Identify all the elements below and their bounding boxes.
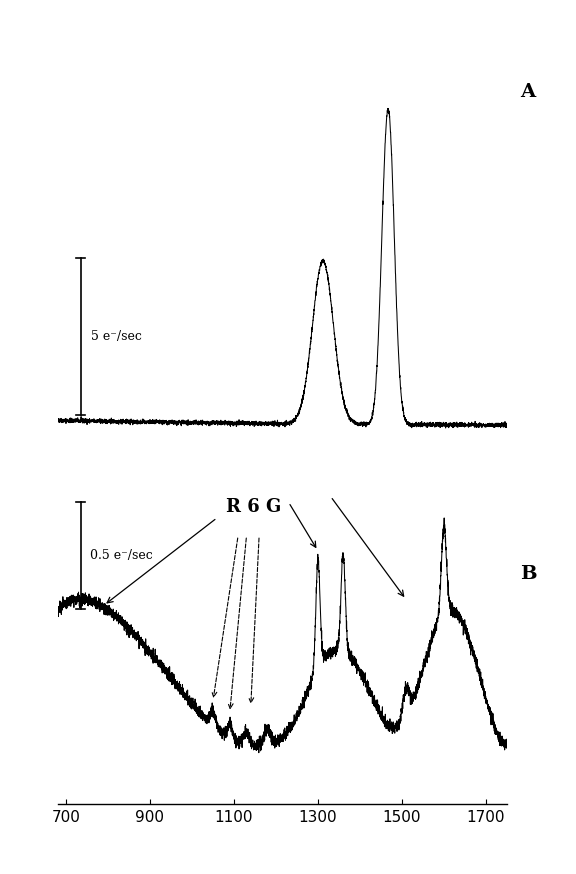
Text: R 6 G: R 6 G bbox=[226, 498, 281, 516]
Text: B: B bbox=[520, 565, 537, 584]
Text: A: A bbox=[520, 83, 536, 101]
Text: 5 e⁻/sec: 5 e⁻/sec bbox=[91, 330, 142, 343]
Text: 0.5 e⁻/sec: 0.5 e⁻/sec bbox=[90, 549, 153, 562]
